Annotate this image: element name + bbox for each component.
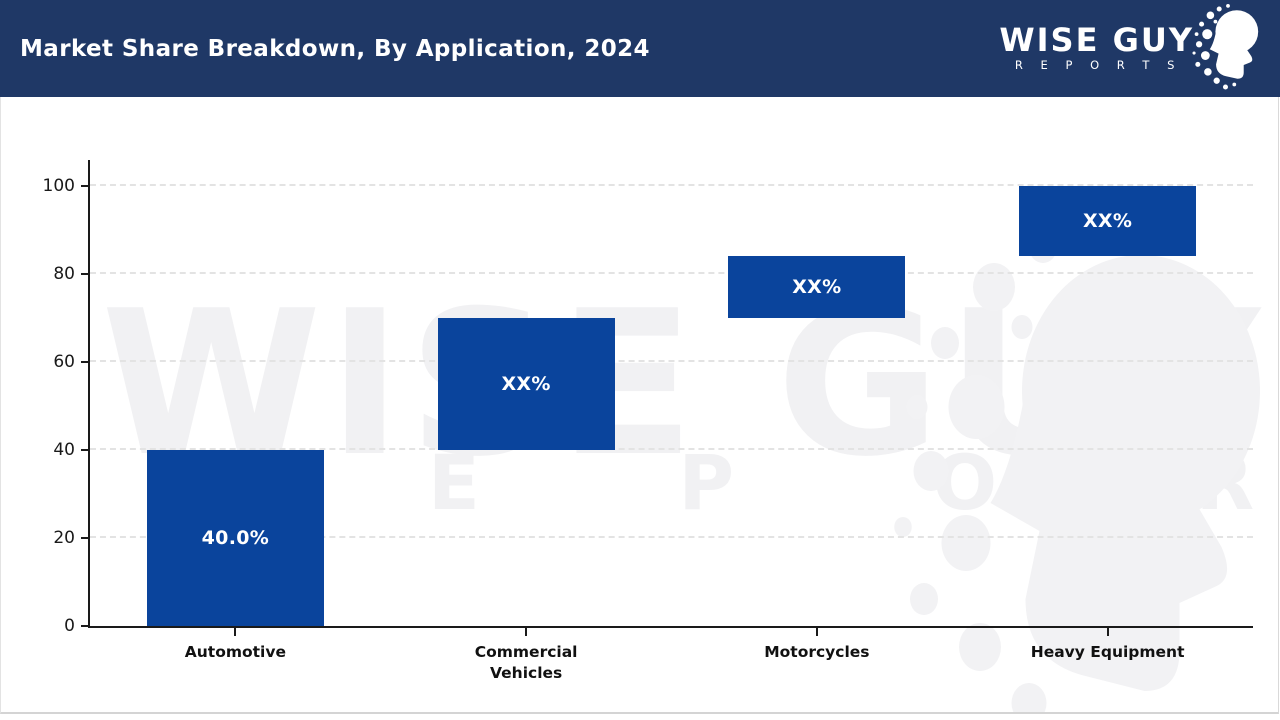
gridline-80 [90,272,1253,274]
gridline-60 [90,360,1253,362]
bar-value-label: XX% [1082,210,1133,233]
gridline-100 [90,184,1253,186]
x-tick-mark [815,628,818,636]
y-tick-label: 20 [53,528,75,548]
logo-line2: R E P O R T S [1014,58,1182,73]
chart-body: WISE GUY R E P O R T S 02040608010040.0%… [0,97,1279,714]
y-axis-line [88,160,90,628]
x-tick-mark [234,628,237,636]
y-tick-label: 40 [53,440,75,460]
x-category-label: Motorcycles [764,643,870,661]
x-tick-mark [1106,628,1109,636]
wiseguy-logo: WISE GUY R E P O R T S [999,4,1268,92]
x-tick-mark [525,628,528,636]
y-tick-mark [81,449,88,451]
bar-motorcycles: XX% [728,256,906,318]
x-category-label: Heavy Equipment [1030,643,1185,661]
bar-value-label: 40.0% [201,527,270,549]
x-category-label: Commercial Vehicles [474,643,578,682]
bar-automotive: 40.0% [146,450,324,626]
y-tick-mark [81,625,88,627]
wiseguy-head-icon [1188,4,1268,92]
bar-value-label: XX% [501,373,551,395]
x-category-label: Automotive [184,643,286,661]
bar-commercial-vehicles: XX% [437,318,615,450]
y-tick-mark [81,361,88,363]
gridline-40 [90,448,1253,450]
y-tick-label: 100 [42,176,75,196]
logo-line1: WISE GUY [999,20,1194,59]
y-tick-mark [81,537,88,539]
y-tick-mark [81,273,88,275]
header-band: Market Share Breakdown, By Application, … [0,0,1280,97]
plot-area: 0 20 40 60 80 100 40.0% Automotive XX% Commercial… [43,160,1253,682]
y-tick-label: 60 [53,352,75,372]
wiseguy-logo-text: WISE GUY R E P O R T S [999,20,1194,73]
bar-heavy-equipment: XX% [1019,186,1196,257]
chart-title: Market Share Breakdown, By Application, … [20,35,650,62]
y-tick-label: 80 [53,264,75,284]
bar-value-label: XX% [792,276,842,299]
y-tick-label: 0 [64,616,75,636]
y-tick-mark [81,185,88,187]
gridline-20 [90,536,1253,538]
x-axis-line [88,626,1253,628]
